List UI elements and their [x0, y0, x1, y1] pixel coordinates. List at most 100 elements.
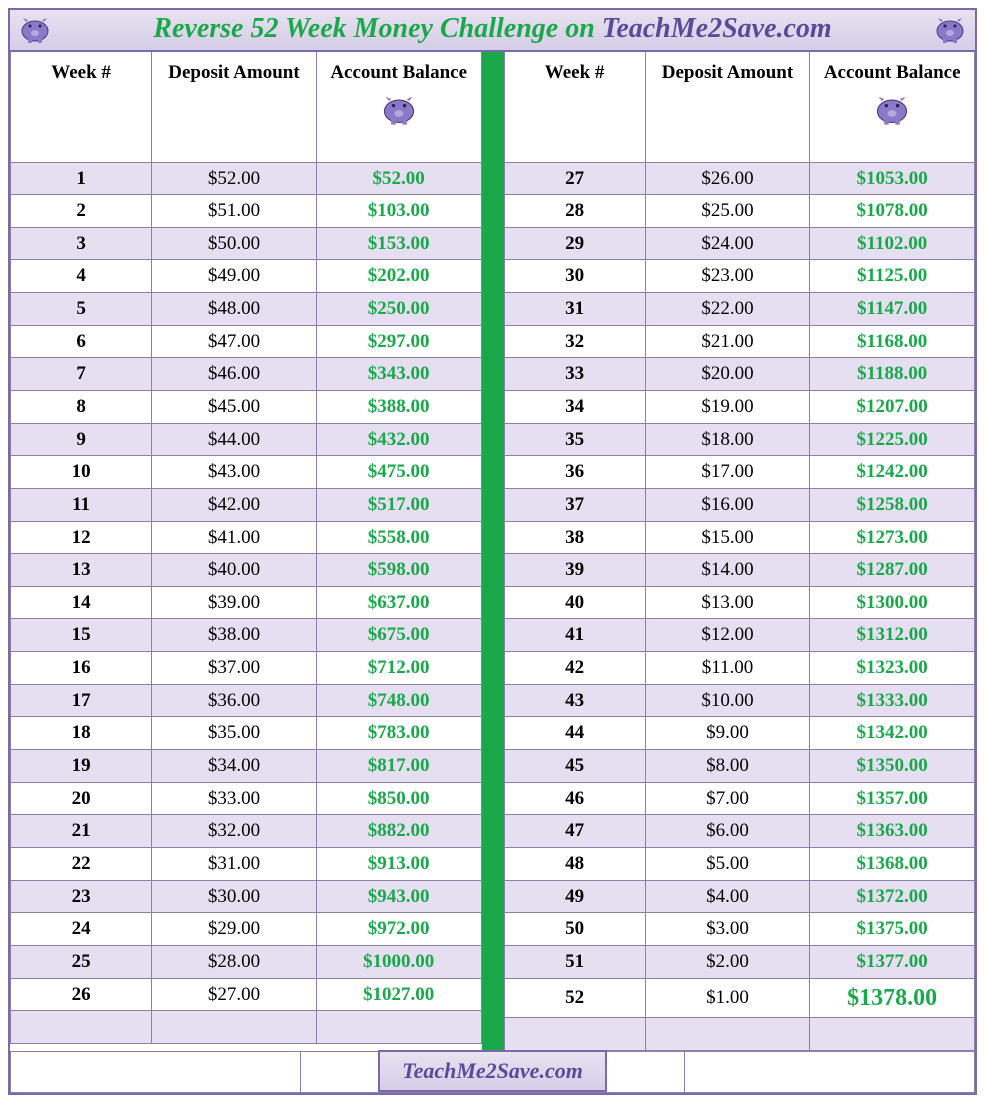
- week-cell: 43: [504, 684, 645, 717]
- week-cell: 40: [504, 586, 645, 619]
- balance-cell: $1225.00: [810, 423, 975, 456]
- deposit-cell: $18.00: [645, 423, 810, 456]
- week-cell: 22: [11, 847, 152, 880]
- balance-cell: $913.00: [316, 847, 481, 880]
- balance-cell: $1342.00: [810, 717, 975, 750]
- empty-row: [504, 1017, 975, 1050]
- deposit-cell: $22.00: [645, 293, 810, 326]
- table-row: 17$36.00$748.00: [11, 684, 482, 717]
- table-row: 8$45.00$388.00: [11, 390, 482, 423]
- balance-cell: $1375.00: [810, 913, 975, 946]
- balance-cell: $1300.00: [810, 586, 975, 619]
- week-cell: 5: [11, 293, 152, 326]
- week-cell: 14: [11, 586, 152, 619]
- balance-cell: $850.00: [316, 782, 481, 815]
- table-row: 32$21.00$1168.00: [504, 325, 975, 358]
- deposit-cell: $23.00: [645, 260, 810, 293]
- week-cell: 27: [504, 162, 645, 195]
- deposit-cell: $44.00: [152, 423, 317, 456]
- week-cell: 15: [11, 619, 152, 652]
- table-row: 18$35.00$783.00: [11, 717, 482, 750]
- balance-cell: $637.00: [316, 586, 481, 619]
- table-row: 7$46.00$343.00: [11, 358, 482, 391]
- deposit-cell: $49.00: [152, 260, 317, 293]
- table-row: 19$34.00$817.00: [11, 750, 482, 783]
- table-row: 5$48.00$250.00: [11, 293, 482, 326]
- col-header-deposit: Deposit Amount: [645, 52, 810, 162]
- deposit-cell: $24.00: [645, 227, 810, 260]
- week-cell: 19: [11, 750, 152, 783]
- balance-cell: $1287.00: [810, 554, 975, 587]
- balance-cell: $432.00: [316, 423, 481, 456]
- balance-cell: $297.00: [316, 325, 481, 358]
- deposit-cell: $17.00: [645, 456, 810, 489]
- table-row: 4$49.00$202.00: [11, 260, 482, 293]
- table-row: 52$1.00$1378.00: [504, 978, 975, 1017]
- balance-cell: $1000.00: [316, 945, 481, 978]
- balance-cell: $1372.00: [810, 880, 975, 913]
- table-row: 44$9.00$1342.00: [504, 717, 975, 750]
- table-row: 45$8.00$1350.00: [504, 750, 975, 783]
- balance-cell: $202.00: [316, 260, 481, 293]
- table-row: 10$43.00$475.00: [11, 456, 482, 489]
- week-cell: 45: [504, 750, 645, 783]
- table-row: 48$5.00$1368.00: [504, 847, 975, 880]
- week-cell: 47: [504, 815, 645, 848]
- balance-cell: $1363.00: [810, 815, 975, 848]
- title-bar: Reverse 52 Week Money Challenge on Teach…: [10, 10, 975, 52]
- week-cell: 16: [11, 652, 152, 685]
- week-cell: 18: [11, 717, 152, 750]
- balance-cell: $748.00: [316, 684, 481, 717]
- table-row: 9$44.00$432.00: [11, 423, 482, 456]
- balance-cell: $1357.00: [810, 782, 975, 815]
- week-cell: 44: [504, 717, 645, 750]
- deposit-cell: $31.00: [152, 847, 317, 880]
- balance-cell: $675.00: [316, 619, 481, 652]
- table-row: 29$24.00$1102.00: [504, 227, 975, 260]
- savings-challenge-table: Reverse 52 Week Money Challenge on Teach…: [8, 8, 977, 1095]
- week-cell: 9: [11, 423, 152, 456]
- deposit-cell: $5.00: [645, 847, 810, 880]
- week-cell: 29: [504, 227, 645, 260]
- week-cell: 3: [11, 227, 152, 260]
- week-cell: 28: [504, 195, 645, 228]
- deposit-cell: $25.00: [645, 195, 810, 228]
- week-cell: 1: [11, 162, 152, 195]
- empty-row: [11, 1011, 482, 1044]
- table-row: 31$22.00$1147.00: [504, 293, 975, 326]
- deposit-cell: $10.00: [645, 684, 810, 717]
- deposit-cell: $9.00: [645, 717, 810, 750]
- table-row: 51$2.00$1377.00: [504, 945, 975, 978]
- week-cell: 31: [504, 293, 645, 326]
- balance-cell: $475.00: [316, 456, 481, 489]
- balance-cell: $1242.00: [810, 456, 975, 489]
- week-cell: 41: [504, 619, 645, 652]
- table-row: 11$42.00$517.00: [11, 488, 482, 521]
- balance-cell: $1102.00: [810, 227, 975, 260]
- balance-cell: $1078.00: [810, 195, 975, 228]
- table-row: 28$25.00$1078.00: [504, 195, 975, 228]
- week-cell: 35: [504, 423, 645, 456]
- table-row: 21$32.00$882.00: [11, 815, 482, 848]
- balance-cell: $517.00: [316, 488, 481, 521]
- col-header-week: Week #: [504, 52, 645, 162]
- right-column: Week # Deposit Amount Account Balance 27…: [504, 52, 976, 1051]
- week-cell: 48: [504, 847, 645, 880]
- week-cell: 21: [11, 815, 152, 848]
- balance-cell: $1350.00: [810, 750, 975, 783]
- balance-cell: $1312.00: [810, 619, 975, 652]
- balance-cell: $972.00: [316, 913, 481, 946]
- week-cell: 51: [504, 945, 645, 978]
- balance-cell: $103.00: [316, 195, 481, 228]
- deposit-cell: $34.00: [152, 750, 317, 783]
- col-header-deposit: Deposit Amount: [152, 52, 317, 162]
- balance-cell: $1377.00: [810, 945, 975, 978]
- table-row: 1$52.00$52.00: [11, 162, 482, 195]
- balance-cell: $1027.00: [316, 978, 481, 1011]
- deposit-cell: $37.00: [152, 652, 317, 685]
- deposit-cell: $45.00: [152, 390, 317, 423]
- table-row: 42$11.00$1323.00: [504, 652, 975, 685]
- balance-cell: $1125.00: [810, 260, 975, 293]
- table-row: 38$15.00$1273.00: [504, 521, 975, 554]
- week-cell: 25: [11, 945, 152, 978]
